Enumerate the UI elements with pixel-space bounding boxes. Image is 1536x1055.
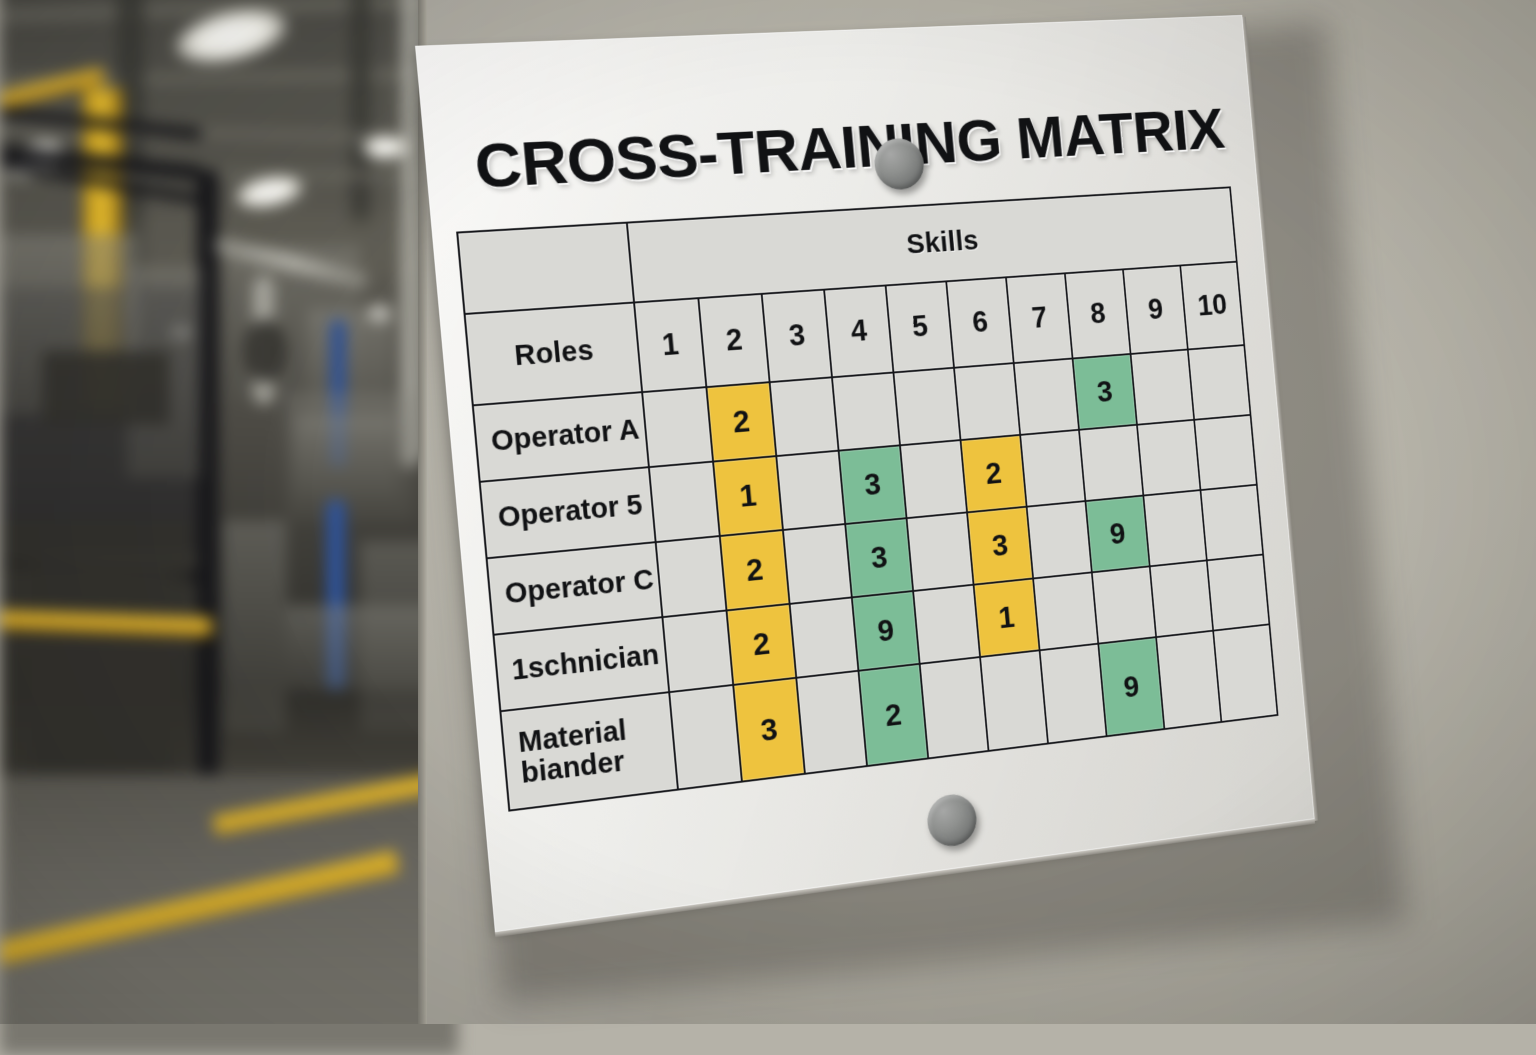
role-label-line1: 1schnician [510, 639, 661, 687]
matrix-cell-r4-c2[interactable]: 2 [726, 603, 797, 685]
factory-background [0, 0, 458, 1055]
matrix-cell-r3-c3[interactable] [782, 524, 852, 604]
skill-column-header-4: 4 [824, 285, 894, 378]
matrix-cell-r4-c6[interactable]: 1 [973, 578, 1040, 658]
matrix-cell-r5-c4[interactable]: 2 [858, 663, 929, 767]
role-label-line1: Operator A [489, 413, 641, 458]
cross-training-matrix-board: CROSS-TRAINING MATRIX Skills Roles 1 2 3… [415, 14, 1315, 933]
matrix-cell-r3-c1[interactable] [655, 536, 727, 618]
matrix-cell-r2-c5[interactable] [899, 440, 968, 519]
matrix-cell-r1-c5[interactable] [893, 367, 961, 446]
page-title: CROSS-TRAINING MATRIX [471, 96, 1227, 202]
skill-column-header-5: 5 [885, 281, 954, 373]
matrix-cell-r3-c7[interactable] [1026, 501, 1092, 579]
cross-training-matrix-table: Skills Roles 1 2 3 4 5 6 7 8 9 10 [456, 186, 1279, 812]
matrix-cell-r3-c2[interactable]: 2 [719, 529, 790, 611]
matrix-cell-r4-c4[interactable]: 9 [851, 591, 920, 671]
matrix-cell-r2-c9[interactable] [1136, 419, 1201, 496]
skill-column-header-3: 3 [761, 289, 832, 383]
role-label-line1: Operator 5 [496, 489, 644, 534]
matrix-cell-r4-c5[interactable] [913, 584, 981, 664]
matrix-cell-r5-c3[interactable] [796, 670, 868, 774]
matrix-cell-r2-c10[interactable] [1194, 414, 1257, 491]
matrix-cell-r2-c6[interactable]: 2 [960, 434, 1027, 513]
matrix-cell-r3-c9[interactable] [1143, 490, 1207, 567]
matrix-cell-r4-c3[interactable] [789, 597, 859, 678]
matrix-cell-r5-c6[interactable] [980, 650, 1048, 751]
skill-column-header-9: 9 [1122, 265, 1188, 354]
matrix-cell-r5-c7[interactable] [1039, 643, 1107, 744]
matrix-cell-r3-c10[interactable] [1200, 484, 1264, 561]
matrix-cell-r2-c4[interactable]: 3 [838, 445, 907, 525]
matrix-cell-r3-c6[interactable]: 3 [967, 506, 1034, 585]
matrix-cell-r1-c10[interactable] [1187, 345, 1251, 420]
matrix-cell-r5-c9[interactable] [1156, 630, 1222, 730]
matrix-cell-r4-c8[interactable] [1091, 566, 1157, 644]
matrix-cell-r1-c8[interactable]: 3 [1072, 353, 1137, 430]
matrix-cell-r5-c10[interactable] [1213, 624, 1278, 722]
matrix-cell-r3-c5[interactable] [906, 512, 974, 592]
matrix-cell-r1-c7[interactable] [1013, 358, 1079, 435]
skill-column-header-8: 8 [1064, 269, 1131, 359]
matrix-cell-r1-c3[interactable] [769, 377, 839, 457]
matrix-cell-r2-c1[interactable] [648, 461, 720, 543]
matrix-cell-r4-c1[interactable] [662, 610, 734, 693]
matrix-cell-r4-c7[interactable] [1033, 572, 1099, 651]
roles-header: Roles [464, 302, 643, 406]
corner-blank-cell [457, 222, 635, 314]
role-label-line1: Operator C [503, 563, 656, 611]
matrix-table-container: Skills Roles 1 2 3 4 5 6 7 8 9 10 [456, 186, 1279, 812]
skill-column-header-7: 7 [1005, 273, 1073, 364]
matrix-cell-r1-c1[interactable] [642, 387, 714, 468]
matrix-cell-r4-c9[interactable] [1149, 560, 1214, 638]
matrix-cell-r5-c1[interactable] [669, 684, 742, 790]
skill-column-header-6: 6 [946, 277, 1014, 368]
skill-column-header-10: 10 [1180, 261, 1245, 350]
matrix-cell-r3-c4[interactable]: 3 [845, 518, 914, 598]
role-label-cell: Material biander [500, 692, 678, 811]
matrix-cell-r5-c2[interactable]: 3 [733, 677, 805, 782]
matrix-cell-r3-c8[interactable]: 9 [1085, 495, 1150, 573]
matrix-cell-r5-c5[interactable] [919, 657, 989, 759]
standoff-cap-bottom-left [925, 791, 979, 850]
matrix-cell-r2-c3[interactable] [776, 450, 846, 530]
matrix-cell-r1-c4[interactable] [831, 372, 900, 451]
matrix-cell-r2-c8[interactable] [1078, 424, 1144, 502]
matrix-cell-r4-c10[interactable] [1206, 554, 1270, 631]
matrix-cell-r5-c8[interactable]: 9 [1098, 637, 1165, 737]
matrix-cell-r1-c6[interactable] [953, 363, 1021, 441]
matrix-cell-r2-c2[interactable]: 1 [713, 456, 783, 537]
matrix-cell-r1-c2[interactable]: 2 [706, 382, 777, 462]
matrix-cell-r1-c9[interactable] [1130, 349, 1195, 425]
skill-column-header-2: 2 [698, 293, 770, 388]
skill-column-header-1: 1 [634, 298, 707, 393]
matrix-cell-r2-c7[interactable] [1020, 429, 1086, 507]
